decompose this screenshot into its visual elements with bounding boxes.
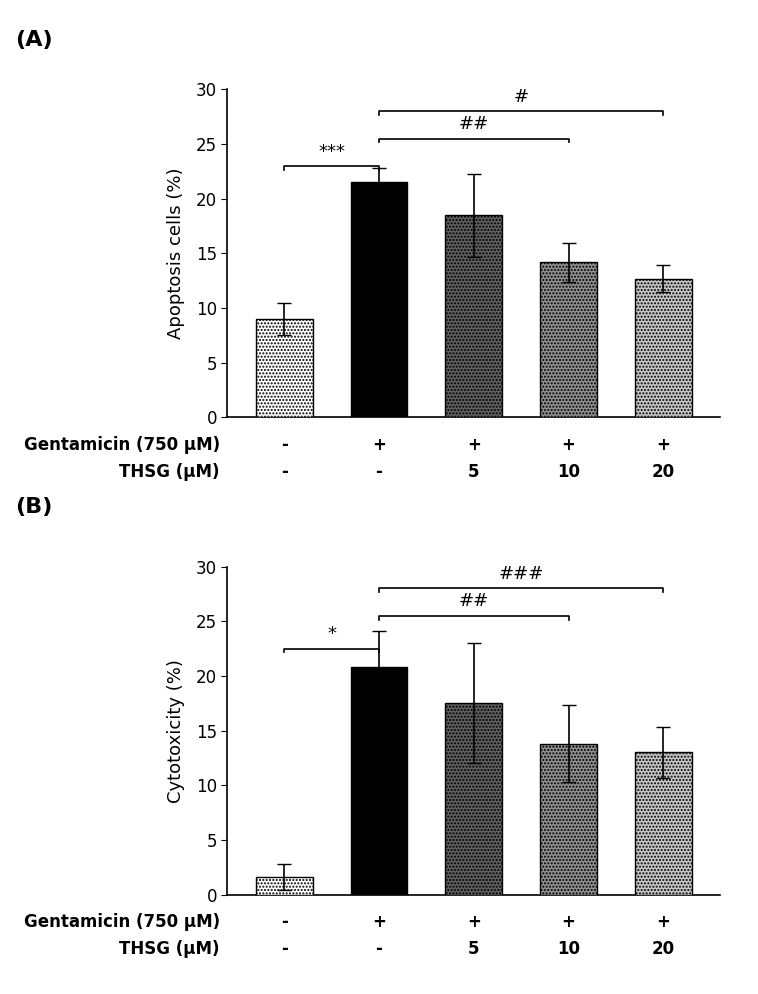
Text: -: - [280, 912, 288, 931]
Text: ###: ### [499, 565, 543, 582]
Text: -: - [375, 463, 383, 481]
Bar [446, 703, 503, 895]
Text: ***: *** [318, 142, 345, 160]
Bar [540, 744, 597, 895]
Y-axis label: Apoptosis cells (%): Apoptosis cells (%) [167, 168, 185, 339]
Text: 20: 20 [652, 940, 675, 958]
Text: 20: 20 [652, 463, 675, 481]
Bar [635, 752, 692, 895]
Text: 10: 10 [557, 463, 580, 481]
Text: 5: 5 [468, 463, 480, 481]
Text: Gentamicin (750 μM): Gentamicin (750 μM) [23, 912, 220, 931]
Bar [350, 182, 408, 417]
Text: +: + [562, 435, 575, 454]
Text: 10: 10 [557, 940, 580, 958]
Bar [255, 319, 312, 417]
Text: +: + [656, 912, 670, 931]
Text: -: - [280, 435, 288, 454]
Bar [635, 278, 692, 417]
Text: ##: ## [459, 592, 489, 610]
Bar [540, 262, 597, 417]
Text: +: + [467, 435, 481, 454]
Bar [350, 667, 408, 895]
Text: #: # [514, 87, 528, 106]
Text: (A): (A) [15, 30, 53, 50]
Text: THSG (μM): THSG (μM) [119, 463, 220, 481]
Text: 5: 5 [468, 940, 480, 958]
Text: +: + [372, 435, 386, 454]
Text: +: + [562, 912, 575, 931]
Text: -: - [280, 463, 288, 481]
Text: +: + [467, 912, 481, 931]
Text: +: + [372, 912, 386, 931]
Bar [255, 877, 312, 895]
Text: (B): (B) [15, 497, 52, 517]
Text: THSG (μM): THSG (μM) [119, 940, 220, 958]
Text: +: + [656, 435, 670, 454]
Text: Gentamicin (750 μM): Gentamicin (750 μM) [23, 435, 220, 454]
Bar [446, 215, 503, 417]
Text: ##: ## [459, 115, 489, 133]
Text: -: - [375, 940, 383, 958]
Y-axis label: Cytotoxicity (%): Cytotoxicity (%) [167, 659, 185, 802]
Text: *: * [327, 625, 336, 643]
Text: -: - [280, 940, 288, 958]
